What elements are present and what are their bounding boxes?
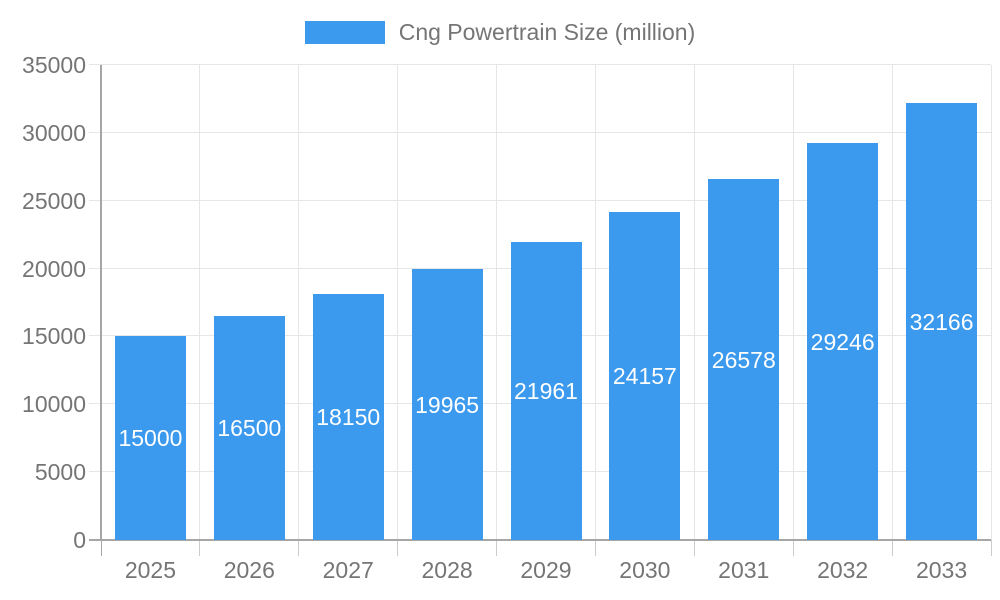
x-axis-tick <box>792 540 794 556</box>
y-axis-tick <box>89 199 101 201</box>
y-axis-tick-label: 25000 <box>22 187 86 214</box>
x-axis-tick-label: 2033 <box>915 557 968 583</box>
gridline-vertical <box>496 65 498 540</box>
bar-value-label: 18150 <box>316 403 381 430</box>
x-axis-tick <box>298 540 300 556</box>
y-axis-tick-label: 35000 <box>22 52 86 78</box>
bar-value-label: 15000 <box>118 425 183 452</box>
y-axis-tick <box>89 335 101 337</box>
legend-label: Cng Powertrain Size (million) <box>398 18 696 45</box>
y-axis-tick-label: 20000 <box>22 255 86 282</box>
x-axis-tick-label: 2028 <box>421 557 473 583</box>
bar-value-label: 16500 <box>217 415 282 442</box>
y-axis-tick <box>89 267 101 269</box>
x-axis-tick <box>891 540 893 556</box>
x-axis-tick-label: 2026 <box>223 557 275 583</box>
y-axis-tick <box>89 403 101 405</box>
bar-2029[interactable] <box>510 241 582 540</box>
gridline-vertical <box>891 65 893 540</box>
x-axis-tick <box>100 540 102 556</box>
bar-value-label: 26578 <box>711 346 776 373</box>
bar-value-label: 29246 <box>810 328 875 355</box>
x-axis-tick <box>199 540 201 556</box>
x-axis-tick-label: 2025 <box>124 557 177 583</box>
bar-value-label: 32166 <box>909 308 974 335</box>
x-axis-tick-label: 2031 <box>718 557 770 583</box>
x-axis-tick-label: 2027 <box>322 557 374 583</box>
gridline-vertical <box>693 65 695 540</box>
y-axis-tick <box>89 131 101 133</box>
y-axis-tick-label: 10000 <box>22 391 86 418</box>
x-axis-tick <box>693 540 695 556</box>
bar-2025[interactable] <box>114 336 186 540</box>
bar-value-label: 21961 <box>514 377 578 404</box>
gridline-vertical <box>594 65 596 540</box>
x-axis-tick-label: 2029 <box>520 557 572 583</box>
gridline-horizontal <box>101 199 991 201</box>
bar-2033[interactable] <box>906 103 978 540</box>
gridline-vertical <box>792 65 794 540</box>
x-axis-line <box>89 539 991 541</box>
bar-2032[interactable] <box>807 143 879 540</box>
y-axis-tick-label: 0 <box>73 527 86 553</box>
legend: Cng Powertrain Size (million) <box>0 18 1000 46</box>
gridline-vertical <box>990 65 992 540</box>
gridline-horizontal <box>101 131 991 133</box>
x-axis-tick-label: 2030 <box>619 557 671 583</box>
x-axis-tick <box>496 540 498 556</box>
y-axis-tick-label: 15000 <box>22 323 86 350</box>
gridline-vertical <box>298 65 300 540</box>
bar-2030[interactable] <box>609 212 681 540</box>
x-axis-tick <box>594 540 596 556</box>
y-axis-tick <box>89 471 101 473</box>
bar-2027[interactable] <box>312 293 384 540</box>
bar-2028[interactable] <box>411 269 483 540</box>
y-axis-tick-label: 5000 <box>34 459 86 486</box>
bar-value-label: 24157 <box>612 363 677 390</box>
x-axis-tick-label: 2032 <box>817 557 869 583</box>
y-axis-line <box>100 65 102 540</box>
y-axis-tick <box>89 64 101 65</box>
bar-value-label: 19965 <box>415 391 480 418</box>
gridline-horizontal <box>101 64 991 65</box>
legend-swatch <box>304 20 385 44</box>
gridline-vertical <box>397 65 399 540</box>
x-axis-tick <box>397 540 399 556</box>
gridline-vertical <box>199 65 201 540</box>
x-axis-tick <box>990 540 992 556</box>
y-axis-tick-label: 30000 <box>22 119 86 146</box>
bar-2026[interactable] <box>213 316 285 540</box>
bar-2031[interactable] <box>708 179 780 540</box>
